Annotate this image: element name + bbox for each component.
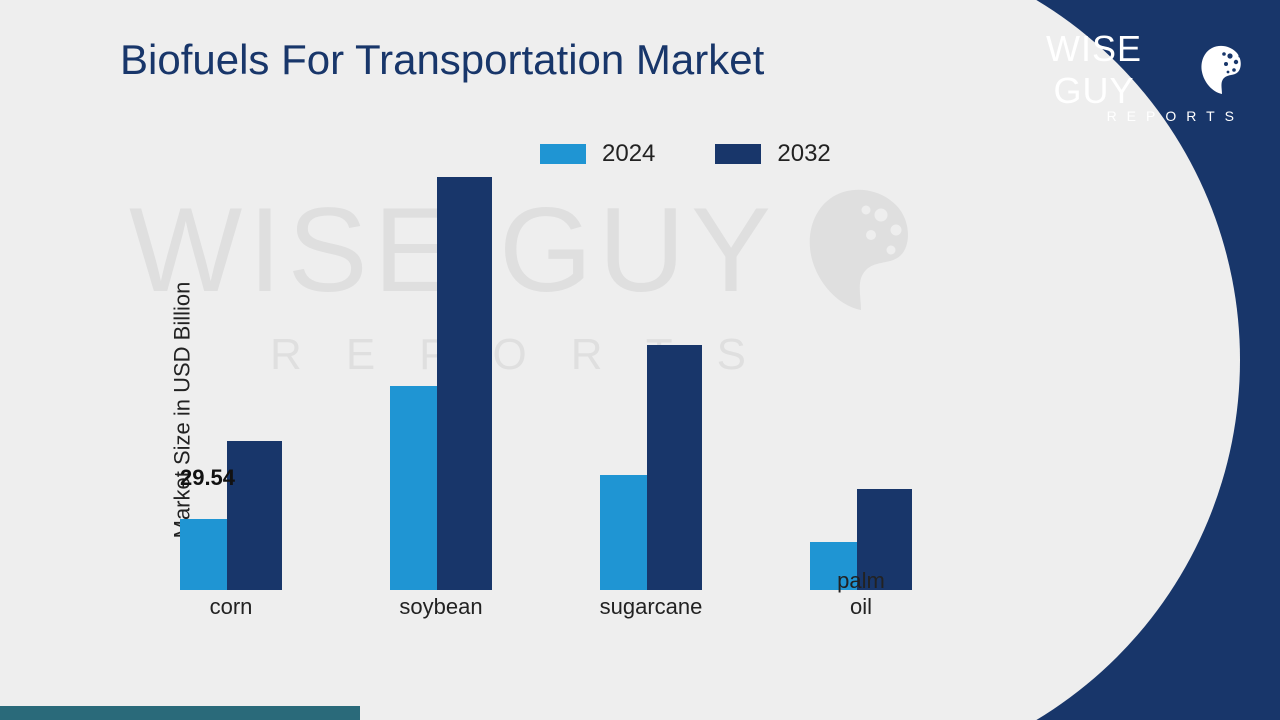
category-label: sugarcane	[600, 594, 703, 620]
legend-item-2032: 2032	[715, 140, 830, 168]
plot-region: corn soybean sugarcane palm oil 29.54	[110, 170, 920, 620]
legend-item-2024: 2024	[540, 140, 655, 168]
bar-series-b	[437, 177, 492, 590]
category-label: palm oil	[832, 568, 891, 620]
head-dots-icon	[1194, 42, 1250, 98]
bar-series-b	[227, 441, 282, 590]
bar-group	[180, 441, 282, 590]
legend-label-a: 2024	[602, 140, 655, 168]
brand-logo-main: WISE GUY	[1000, 28, 1250, 112]
legend: 2024 2032	[540, 140, 831, 168]
legend-label-b: 2032	[777, 140, 830, 168]
chart-title: Biofuels For Transportation Market	[120, 36, 764, 84]
bar-group	[600, 345, 702, 590]
chart-canvas: WISE GUY REPORTS Biofuels For Tr	[0, 0, 1280, 720]
bottom-accent-bar	[0, 706, 360, 720]
category-label: corn	[210, 594, 253, 620]
brand-panel: WISE GUY REPORTS	[960, 0, 1280, 720]
category-label: soybean	[399, 594, 482, 620]
brand-logo: WISE GUY REPORTS	[1000, 28, 1250, 124]
brand-name: WISE GUY	[1000, 28, 1188, 112]
bar-group	[390, 177, 492, 590]
bar-series-b	[647, 345, 702, 590]
chart-area: Market Size in USD Billion cornsoybeansu…	[100, 170, 920, 650]
legend-swatch-a	[540, 144, 586, 164]
bar-value-label: 29.54	[180, 465, 235, 491]
legend-swatch-b	[715, 144, 761, 164]
